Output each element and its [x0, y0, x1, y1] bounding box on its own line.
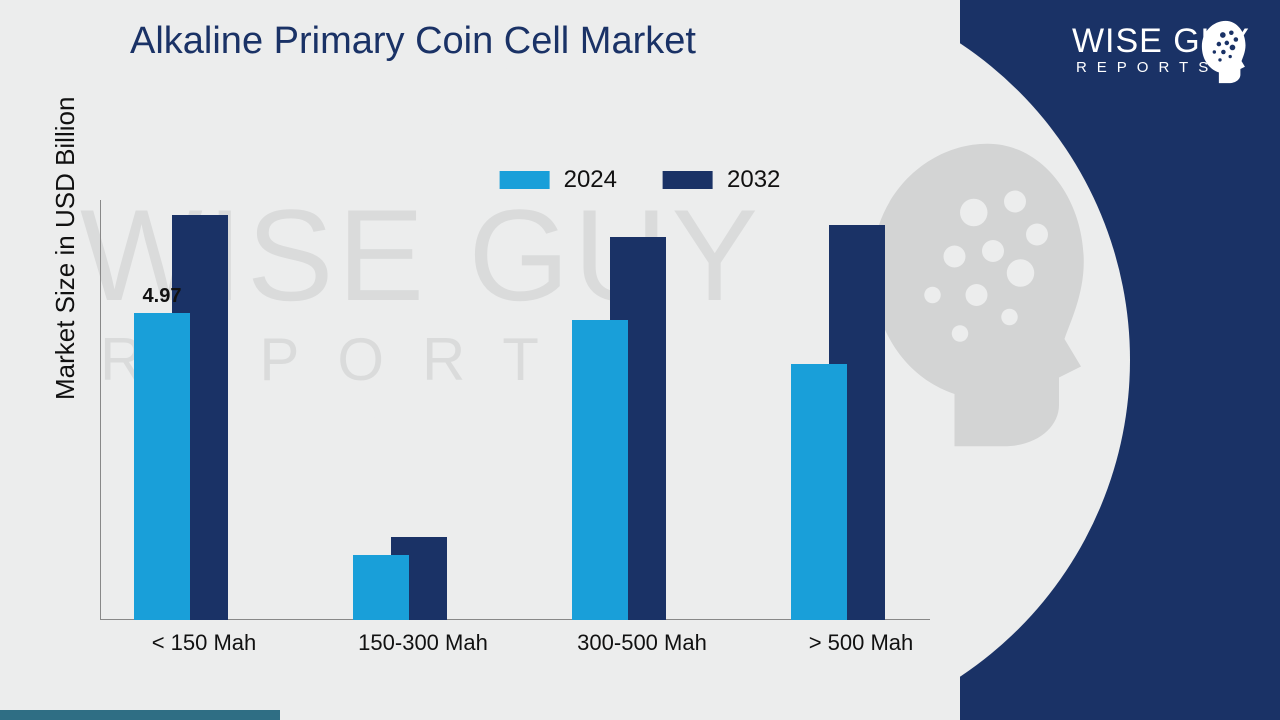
- bar-2024: [353, 555, 409, 620]
- bar-2024: [791, 364, 847, 620]
- bar-2024: [572, 320, 628, 620]
- bar-data-label: 4.97: [134, 285, 190, 308]
- legend-item-2024: 2024: [500, 166, 617, 194]
- brand-head-icon: [1190, 18, 1250, 86]
- bottom-accent-bar: [0, 710, 280, 720]
- legend: 2024 2032: [500, 166, 781, 194]
- category-label: > 500 Mah: [771, 630, 951, 656]
- bar-2024: 4.97: [134, 313, 190, 620]
- category-label: < 150 Mah: [114, 630, 294, 656]
- legend-label-2024: 2024: [564, 166, 617, 194]
- category-label: 300-500 Mah: [552, 630, 732, 656]
- canvas: WISE GUY REPORTS Alkaline Primary Coin C…: [0, 0, 1280, 720]
- legend-item-2032: 2032: [663, 166, 780, 194]
- chart-title: Alkaline Primary Coin Cell Market: [130, 20, 696, 63]
- y-axis-line: [100, 200, 101, 620]
- category-label: 150-300 Mah: [333, 630, 513, 656]
- y-axis-label: Market Size in USD Billion: [50, 97, 81, 400]
- legend-swatch-2024: [500, 171, 550, 189]
- legend-label-2032: 2032: [727, 166, 780, 194]
- legend-swatch-2032: [663, 171, 713, 189]
- chart-plot-area: 4.97< 150 Mah150-300 Mah300-500 Mah> 500…: [100, 200, 930, 620]
